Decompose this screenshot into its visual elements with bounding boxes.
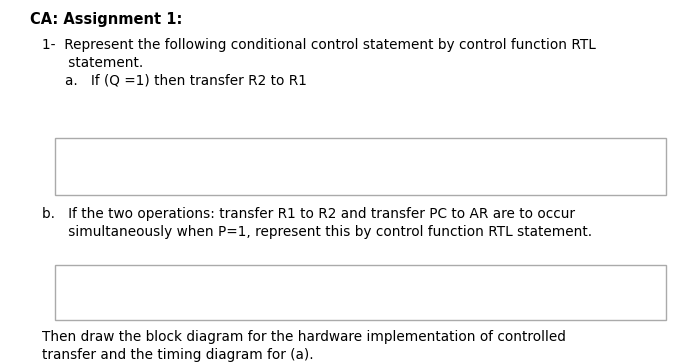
Text: Then draw the block diagram for the hardware implementation of controlled: Then draw the block diagram for the hard… xyxy=(42,330,566,344)
Text: simultaneously when P=1, represent this by control function RTL statement.: simultaneously when P=1, represent this … xyxy=(42,225,592,239)
Bar xyxy=(55,265,666,320)
Text: statement.: statement. xyxy=(42,56,144,70)
Text: CA: Assignment 1:: CA: Assignment 1: xyxy=(30,12,183,27)
Text: a.   If (Q =1) then transfer R2 to R1: a. If (Q =1) then transfer R2 to R1 xyxy=(65,74,307,88)
Bar xyxy=(55,138,666,195)
Text: b.   If the two operations: transfer R1 to R2 and transfer PC to AR are to occur: b. If the two operations: transfer R1 to… xyxy=(42,207,575,221)
Text: 1-  Represent the following conditional control statement by control function RT: 1- Represent the following conditional c… xyxy=(42,38,596,52)
Text: transfer and the timing diagram for (a).: transfer and the timing diagram for (a). xyxy=(42,348,314,362)
